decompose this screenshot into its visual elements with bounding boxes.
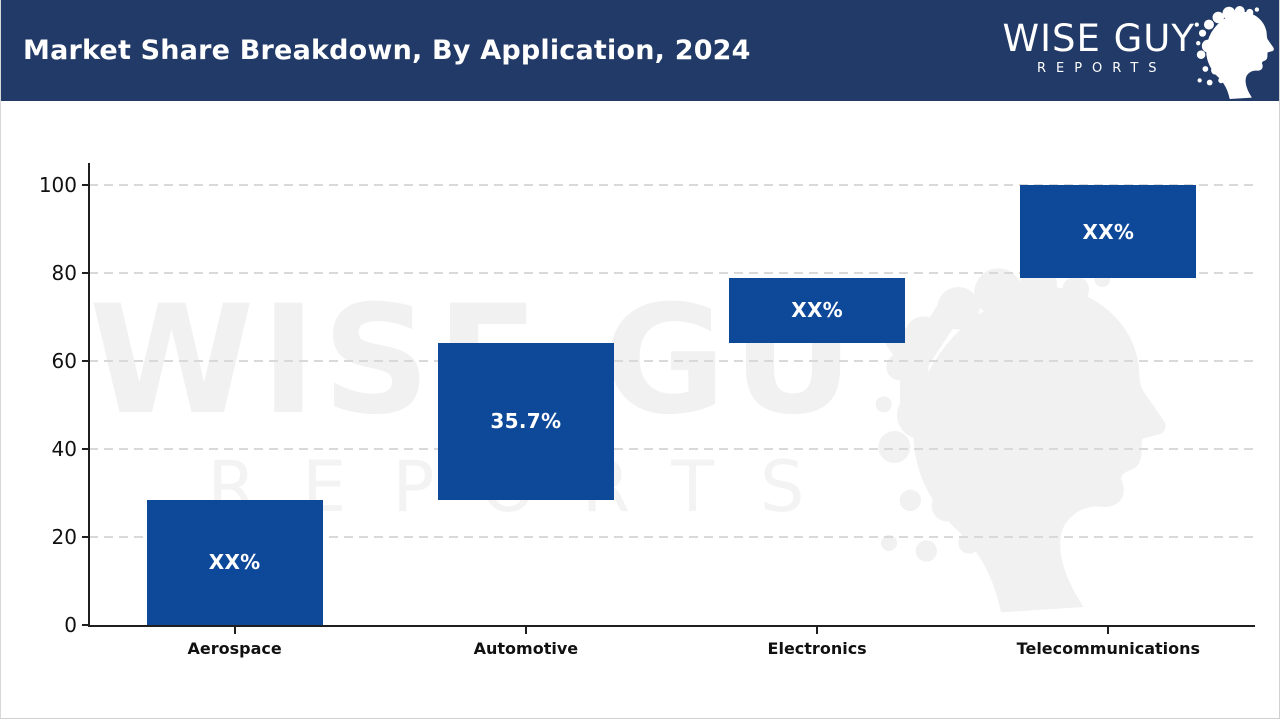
y-axis-line (88, 163, 90, 627)
y-axis-tick (82, 448, 89, 450)
y-axis-tick (82, 360, 89, 362)
y-axis-tick-label: 60 (51, 349, 77, 373)
category-label-aerospace: Aerospace (187, 639, 282, 658)
gridline-60 (89, 360, 1254, 362)
bar-value-label: XX% (208, 550, 261, 575)
gridline-40 (89, 448, 1254, 450)
bar-value-label: XX% (791, 298, 844, 323)
page-title: Market Share Breakdown, By Application, … (23, 35, 751, 66)
y-axis-tick (82, 624, 89, 626)
bar-automotive: 35.7% (437, 342, 614, 500)
category-label-telecommunications: Telecommunications (1016, 639, 1201, 658)
bar-electronics: XX% (729, 278, 906, 343)
bar-aerospace: XX% (146, 499, 323, 625)
x-axis-line (88, 625, 1255, 627)
gridline-100 (89, 184, 1254, 186)
x-axis-tick (1107, 627, 1110, 634)
brand-logo: WISE GUY REPORTS (1003, 4, 1274, 99)
gridline-80 (89, 272, 1254, 274)
brand-name: WISE GUY (1002, 17, 1195, 60)
y-axis-tick-label: 80 (51, 261, 77, 285)
dotted-head-profile-icon (1194, 6, 1274, 99)
chart-area: WISE GUY REPORTS 020406080100XX%Aerospac… (1, 101, 1279, 661)
y-axis-tick (82, 272, 89, 274)
bar-value-label: 35.7% (490, 409, 562, 434)
brand-subtitle: REPORTS (1036, 61, 1167, 76)
gridline-20 (89, 536, 1254, 538)
header-bar: Market Share Breakdown, By Application, … (1, 0, 1279, 101)
y-axis-tick-label: 100 (38, 173, 77, 197)
y-axis-tick (82, 536, 89, 538)
category-label-automotive: Automotive (473, 639, 579, 658)
y-axis-tick-label: 0 (64, 613, 77, 637)
x-axis-tick (233, 627, 236, 634)
bar-value-label: XX% (1082, 219, 1135, 244)
x-axis-tick (524, 627, 527, 634)
y-axis-tick-label: 20 (51, 525, 77, 549)
category-label-electronics: Electronics (767, 639, 867, 658)
brand-logo-text: WISE GUY REPORTS (1003, 20, 1195, 76)
bar-telecommunications: XX% (1020, 185, 1197, 279)
y-axis-tick-label: 40 (51, 437, 77, 461)
x-axis-tick (816, 627, 819, 634)
y-axis-tick (82, 184, 89, 186)
